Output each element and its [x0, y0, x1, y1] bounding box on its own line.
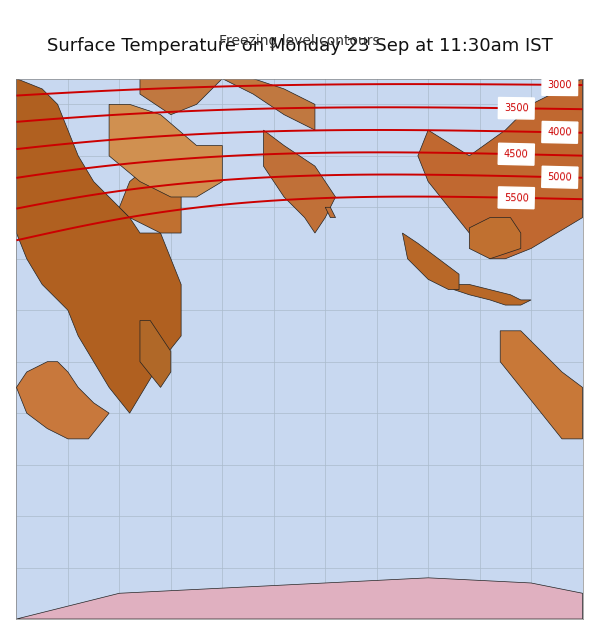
Polygon shape: [109, 105, 222, 197]
Polygon shape: [454, 285, 531, 305]
Text: Freezing level contours: Freezing level contours: [219, 34, 380, 48]
Polygon shape: [16, 578, 583, 619]
Text: 5500: 5500: [504, 193, 529, 203]
Polygon shape: [470, 217, 521, 259]
Text: 5000: 5000: [547, 172, 572, 183]
Polygon shape: [140, 321, 171, 387]
Title: Surface Temperature on Monday 23 Sep at 11:30am IST: Surface Temperature on Monday 23 Sep at …: [47, 37, 552, 55]
Polygon shape: [140, 79, 315, 130]
Polygon shape: [418, 79, 583, 259]
Polygon shape: [16, 79, 181, 413]
Polygon shape: [403, 233, 459, 290]
Text: 4000: 4000: [547, 127, 572, 138]
Polygon shape: [325, 207, 335, 217]
Polygon shape: [500, 331, 583, 439]
Text: 3500: 3500: [504, 103, 529, 113]
Polygon shape: [16, 361, 109, 439]
Text: 4500: 4500: [504, 149, 529, 160]
Text: 3000: 3000: [547, 80, 572, 90]
Polygon shape: [264, 130, 335, 233]
Polygon shape: [119, 156, 181, 233]
